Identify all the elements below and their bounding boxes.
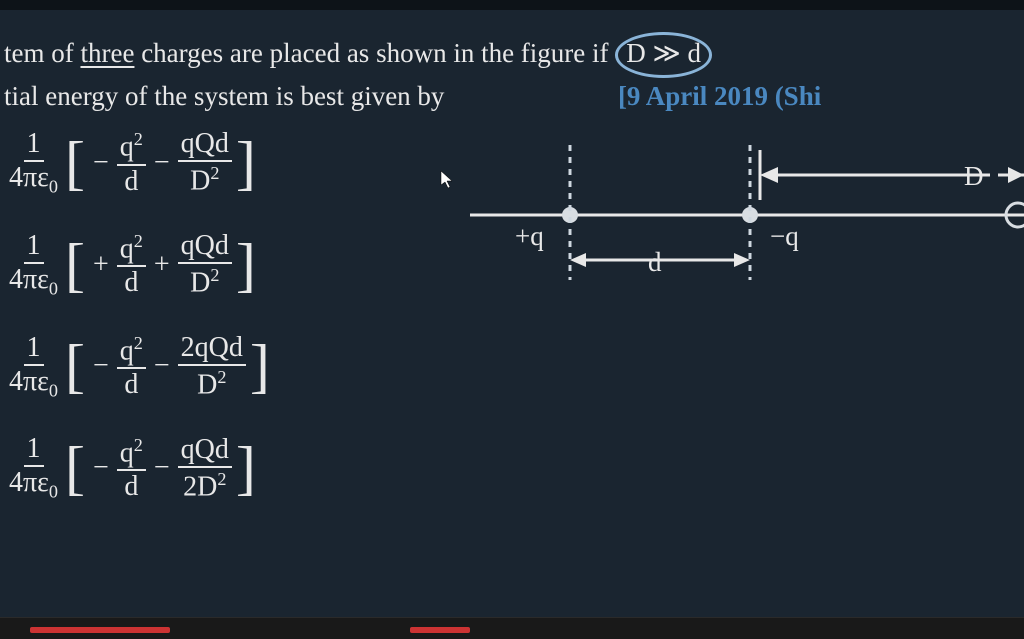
term2: qQd 2D2 (178, 436, 232, 501)
q-text: tem of (4, 38, 80, 68)
term1: q2 d (117, 232, 146, 297)
term1: q2 d (117, 334, 146, 399)
condition-circled: D ≫ d (615, 32, 712, 78)
coefficient: 1 4πε0 (6, 232, 61, 298)
coefficient: 1 4πε0 (6, 435, 61, 501)
charge-diagram: +q −q d D (470, 145, 1024, 335)
label-big-d: D (964, 161, 984, 191)
bracket-close: ] (236, 139, 256, 187)
question-text: tem of three charges are placed as shown… (0, 32, 1024, 116)
progress-segment[interactable] (410, 627, 470, 633)
window-topbar (0, 0, 1024, 10)
bracket-open: [ (65, 139, 85, 187)
coefficient: 1 4πε0 (6, 334, 61, 400)
option-b: 1 4πε0 [ + q2 d + qQd D2 ] (4, 232, 272, 298)
term2: qQd D2 (178, 130, 232, 195)
q-text: tial energy of the system is best given … (4, 81, 444, 111)
term1: q2 d (117, 436, 146, 501)
exam-date: [9 April 2019 (Shi (618, 81, 821, 111)
term2: qQd D2 (178, 232, 232, 297)
q-text: charges are placed as shown in the figur… (134, 38, 615, 68)
mouse-cursor-icon (440, 170, 454, 195)
options-list: 1 4πε0 [ − q2 d − qQd D2 ] 1 4πε0 [ + q2… (4, 130, 272, 501)
coefficient: 1 4πε0 (6, 130, 61, 196)
label-d: d (648, 247, 662, 277)
option-c: 1 4πε0 [ − q2 d − 2qQd D2 ] (4, 334, 272, 400)
term2: 2qQd D2 (178, 334, 246, 399)
term1: q2 d (117, 130, 146, 195)
q-underlined: three (80, 38, 134, 68)
option-a: 1 4πε0 [ − q2 d − qQd D2 ] (4, 130, 272, 196)
label-minus-q: −q (770, 221, 799, 251)
option-d: 1 4πε0 [ − q2 d − qQd 2D2 ] (4, 435, 272, 501)
progress-segment[interactable] (30, 627, 170, 633)
label-plus-q: +q (515, 221, 544, 251)
